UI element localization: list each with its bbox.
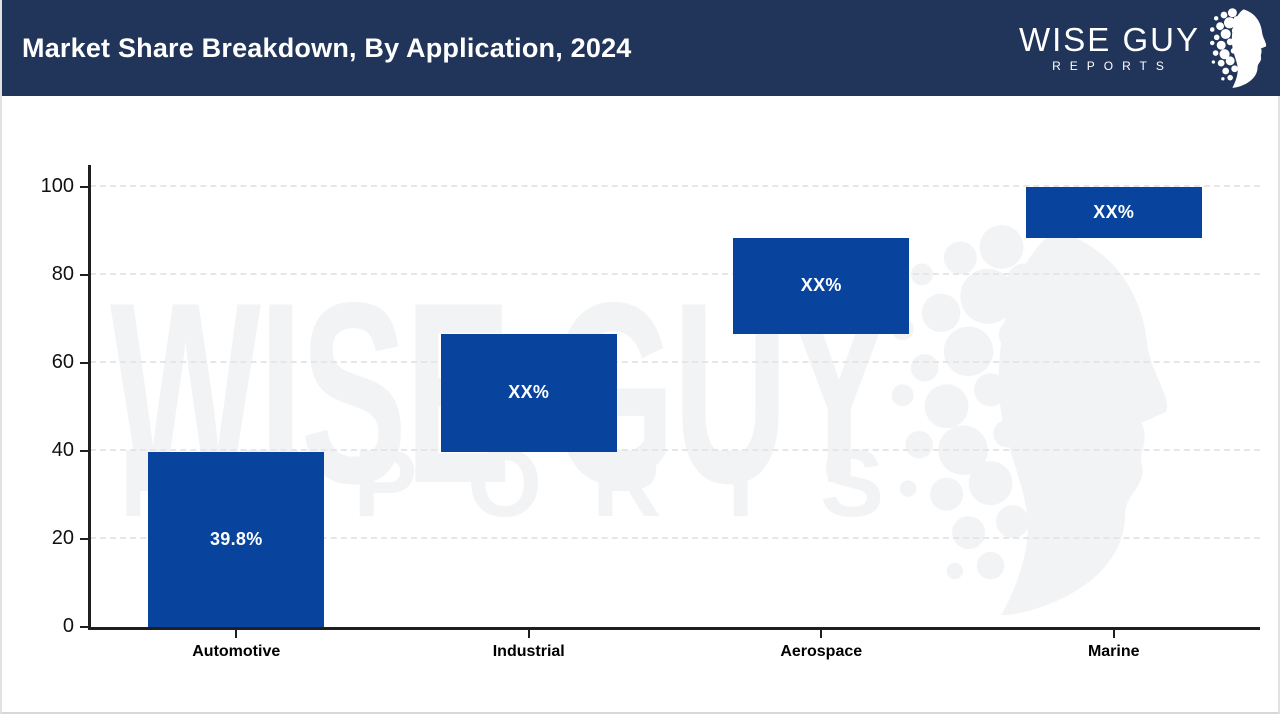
logo-wordmark: WISE GUY bbox=[1018, 20, 1200, 58]
bar-value-label: XX% bbox=[800, 275, 842, 296]
chart-area: WISE GUY REPORTS 0 20 40 60 80 100 39.8% Automo… bbox=[2, 96, 1280, 720]
bar-value-label: 39.8% bbox=[209, 528, 263, 549]
gridline-20 bbox=[90, 537, 1260, 539]
y-axis-tickmark bbox=[80, 186, 88, 188]
logo-subtext: REPORTS bbox=[1052, 59, 1173, 74]
gridline-60 bbox=[90, 361, 1260, 363]
bar-aerospace: XX% bbox=[733, 238, 910, 334]
header-bar: Market Share Breakdown, By Application, … bbox=[2, 0, 1280, 96]
x-axis-tickmark bbox=[527, 629, 530, 638]
x-axis-tickmark bbox=[820, 629, 823, 638]
x-axis-category-label: Industrial bbox=[492, 643, 565, 660]
chart-title: Market Share Breakdown, By Application, … bbox=[22, 32, 632, 63]
bar-industrial: XX% bbox=[440, 333, 617, 452]
bar-value-label: XX% bbox=[1093, 202, 1135, 223]
y-axis-tickmark bbox=[80, 450, 88, 452]
y-axis-tickmark bbox=[80, 626, 88, 628]
logo-head-icon bbox=[1202, 6, 1274, 90]
y-axis-tickmark bbox=[80, 362, 88, 364]
x-axis-category-label: Automotive bbox=[192, 643, 281, 660]
bar-value-label: XX% bbox=[508, 382, 550, 403]
y-axis-tick-label: 40 bbox=[51, 439, 74, 461]
gridline-40 bbox=[90, 449, 1260, 451]
y-axis-tick-label: 20 bbox=[51, 527, 74, 549]
y-axis-tick-label: 100 bbox=[40, 175, 74, 197]
waterfall-plot: 0 20 40 60 80 100 39.8% Automotive XX% Industrial… bbox=[2, 96, 1280, 720]
y-axis-tick-label: 80 bbox=[51, 263, 74, 285]
x-axis-category-label: Marine bbox=[1087, 643, 1140, 660]
x-axis-tickmark bbox=[1112, 629, 1115, 638]
y-axis-tick-label: 0 bbox=[62, 615, 74, 637]
x-axis-line bbox=[88, 627, 1260, 630]
x-axis-category-label: Aerospace bbox=[780, 643, 863, 660]
gridline-100 bbox=[90, 185, 1260, 187]
wiseguy-logo: WISE GUY REPORTS bbox=[1019, 6, 1280, 90]
bar-automotive: 39.8% bbox=[148, 451, 325, 627]
bar-marine: XX% bbox=[1025, 187, 1202, 239]
x-axis-tickmark bbox=[235, 629, 238, 638]
y-axis-tickmark bbox=[80, 538, 88, 540]
gridline-80 bbox=[90, 273, 1260, 275]
y-axis-tick-label: 60 bbox=[51, 351, 74, 373]
logo-text-block: WISE GUY REPORTS bbox=[1018, 20, 1200, 74]
y-axis-line bbox=[88, 165, 91, 629]
y-axis-tickmark bbox=[80, 274, 88, 276]
